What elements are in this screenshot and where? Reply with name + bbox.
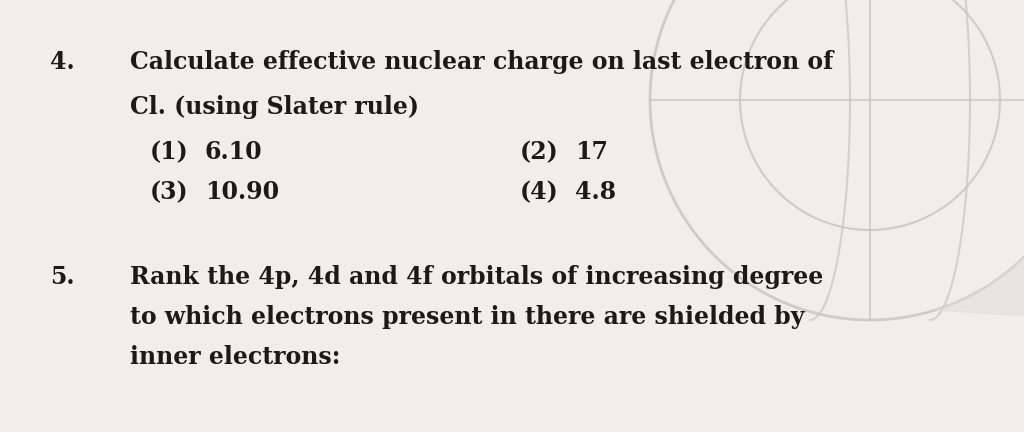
Text: (4): (4) bbox=[520, 180, 559, 204]
Text: 10.90: 10.90 bbox=[205, 180, 280, 204]
Text: 6.10: 6.10 bbox=[205, 140, 262, 164]
Text: Rank the 4p, 4d and 4f orbitals of increasing degree: Rank the 4p, 4d and 4f orbitals of incre… bbox=[130, 265, 823, 289]
Text: 4.8: 4.8 bbox=[575, 180, 616, 204]
Text: to which electrons present in there are shielded by: to which electrons present in there are … bbox=[130, 305, 805, 329]
Text: (2): (2) bbox=[520, 140, 559, 164]
Polygon shape bbox=[935, 0, 1024, 320]
Text: 5.: 5. bbox=[50, 265, 75, 289]
Text: inner electrons:: inner electrons: bbox=[130, 345, 340, 369]
Text: 4.: 4. bbox=[50, 50, 75, 74]
Text: (1): (1) bbox=[150, 140, 188, 164]
Text: 17: 17 bbox=[575, 140, 608, 164]
Text: Cl. (using Slater rule): Cl. (using Slater rule) bbox=[130, 95, 419, 119]
Text: (3): (3) bbox=[150, 180, 188, 204]
Text: Calculate effective nuclear charge on last electron of: Calculate effective nuclear charge on la… bbox=[130, 50, 834, 74]
